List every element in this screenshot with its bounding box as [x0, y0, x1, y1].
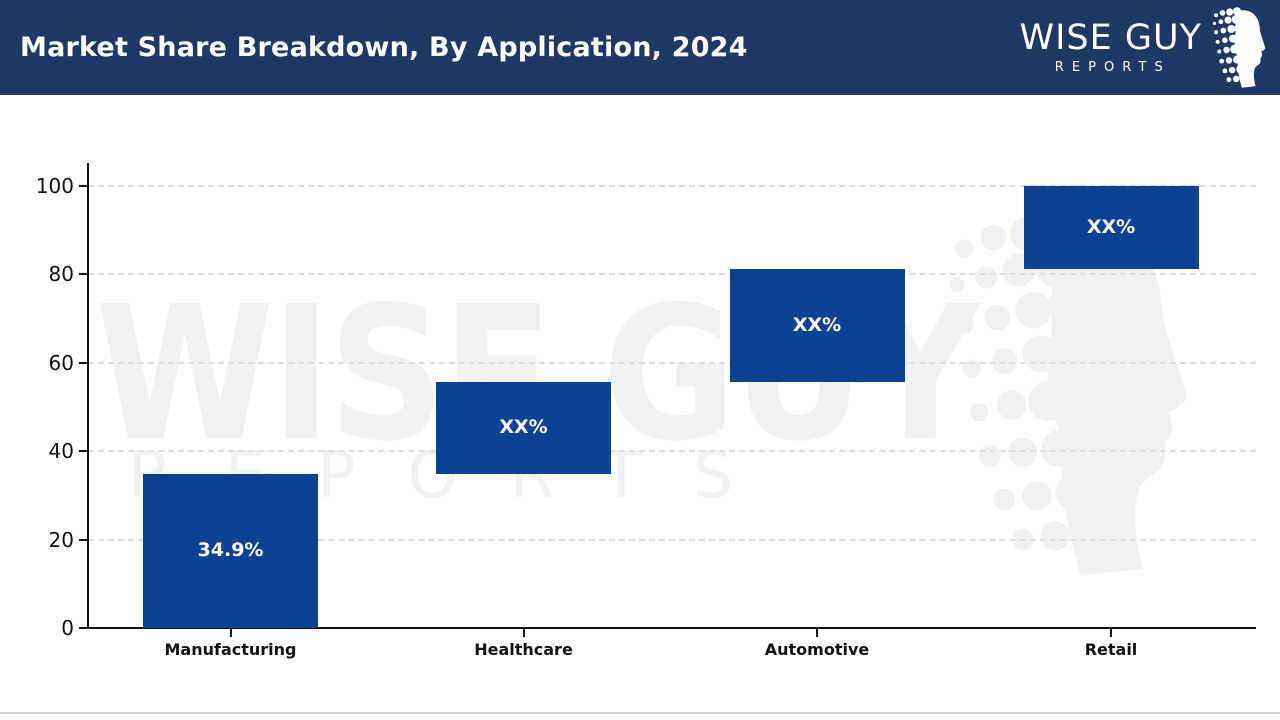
y-tick-mark [79, 450, 88, 453]
brand-subtitle: REPORTS [1054, 59, 1171, 75]
bar-value-label: XX% [499, 415, 548, 438]
y-tick-mark [79, 361, 88, 364]
bar-value-label: XX% [1086, 215, 1136, 238]
x-tick-mark [1110, 628, 1112, 637]
bar [436, 382, 611, 474]
bar [1023, 186, 1199, 270]
bar [729, 269, 905, 383]
x-axis-line [87, 627, 1256, 629]
y-tick-label: 40 [48, 439, 74, 464]
gridline [88, 273, 1256, 276]
y-tick-label: 60 [48, 350, 74, 375]
y-tick-label: 0 [61, 616, 74, 640]
y-tick-mark [79, 185, 88, 187]
bar [143, 473, 318, 628]
gridline [88, 450, 1256, 453]
gridline [88, 538, 1256, 541]
y-axis-line [87, 163, 89, 628]
gridline [88, 185, 1256, 187]
y-tick-mark [79, 627, 88, 629]
x-tick-mark [522, 628, 525, 637]
page-title: Market Share Breakdown, By Application, … [20, 32, 748, 63]
y-tick-label: 80 [48, 262, 74, 287]
bar-value-label: XX% [792, 313, 842, 336]
bar-value-label: 34.9% [197, 538, 264, 561]
y-tick-label: 100 [35, 174, 74, 198]
brand-logo: WISE GUY REPORTS [1019, 7, 1266, 88]
header-bar: Market Share Breakdown, By Application, … [0, 0, 1280, 95]
bottom-divider [0, 712, 1280, 714]
gridline [88, 361, 1256, 364]
category-label: Manufacturing [164, 640, 297, 659]
brand-name: WISE GUY [1019, 17, 1202, 58]
x-tick-mark [816, 628, 818, 637]
x-tick-mark [229, 628, 232, 637]
y-tick-label: 20 [48, 527, 74, 552]
brand-wordmark: WISE GUY REPORTS [1019, 17, 1202, 75]
brand-face-icon [1212, 7, 1266, 88]
category-label: Automotive [764, 640, 870, 659]
y-tick-mark [79, 538, 88, 541]
y-tick-mark [79, 273, 88, 276]
category-label: Retail [1084, 640, 1138, 659]
category-label: Healthcare [474, 640, 573, 659]
